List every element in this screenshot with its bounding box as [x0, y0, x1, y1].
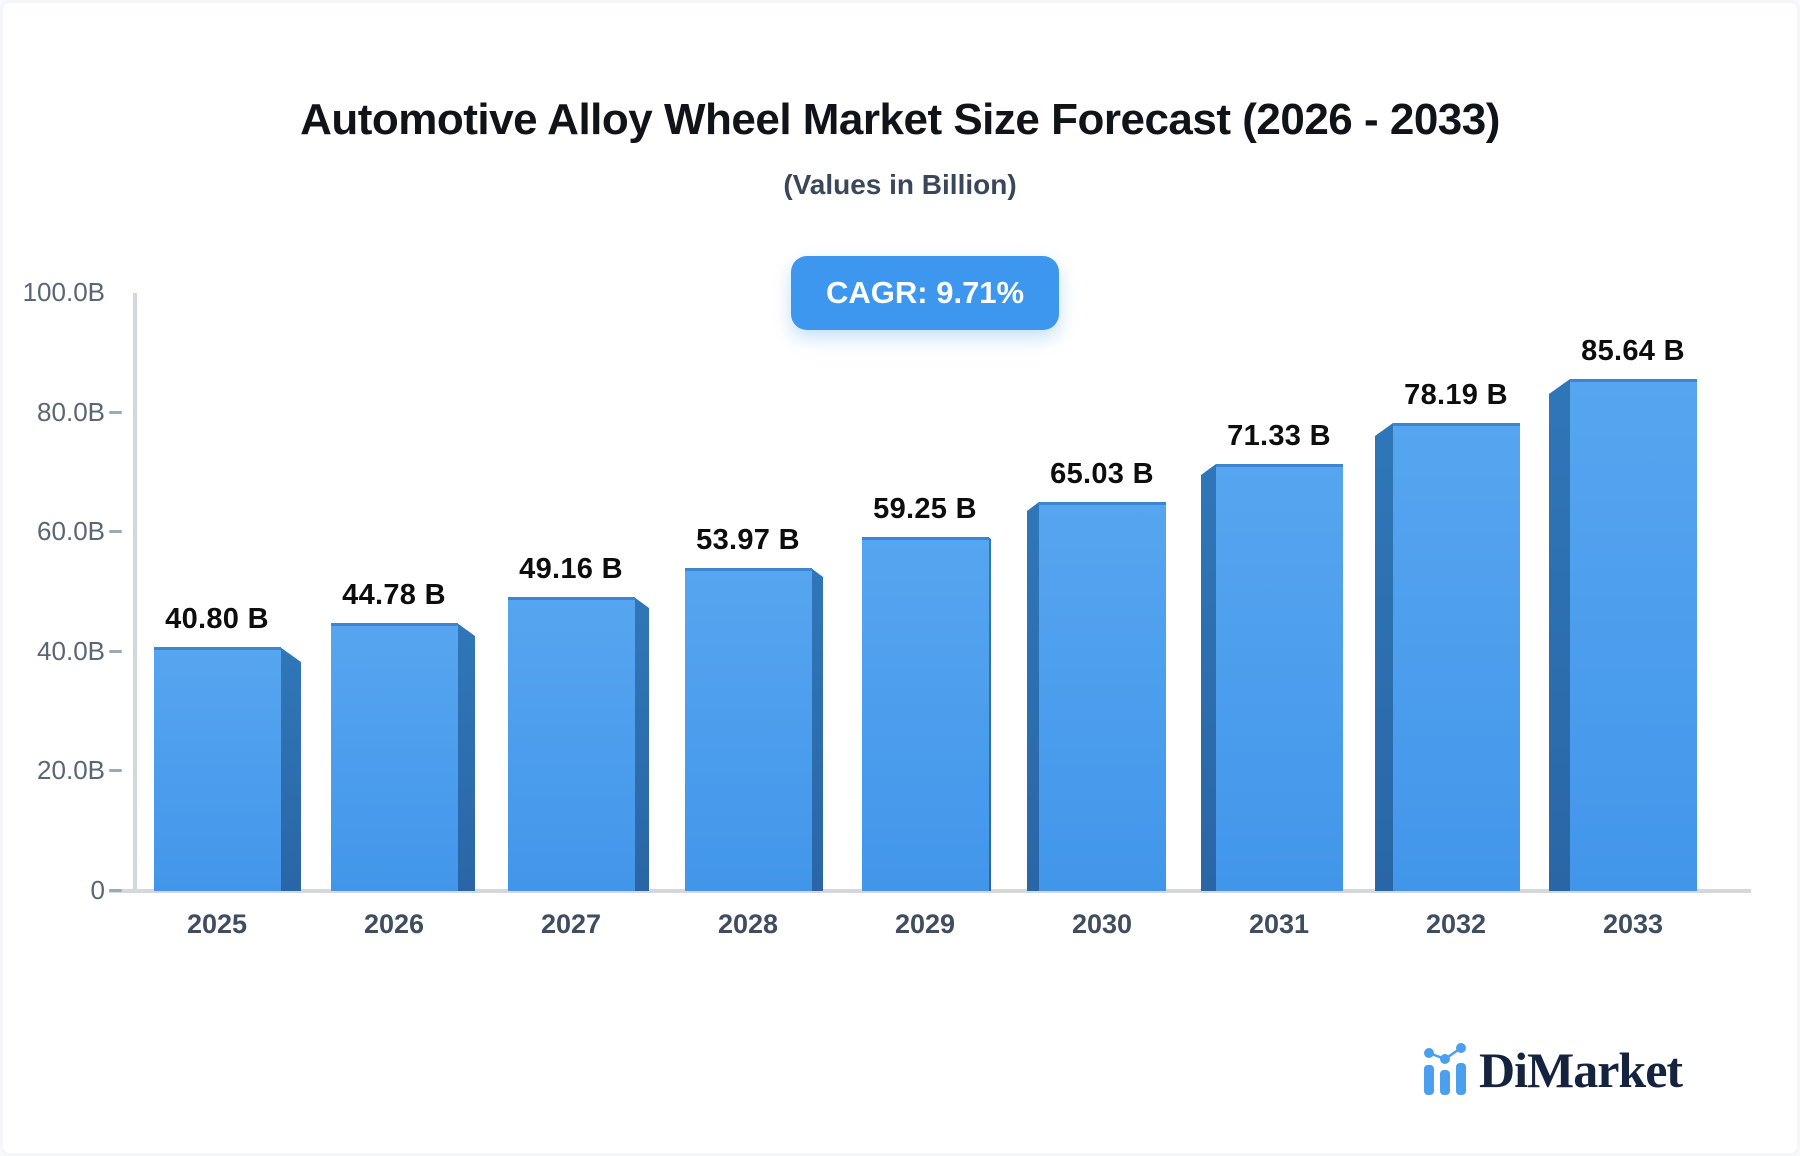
x-axis-label: 2028 [717, 909, 779, 939]
y-axis-tick [109, 410, 122, 414]
bar-value-label: 53.97 B [696, 524, 800, 556]
bar-chart: 0 20.0B 40.0B 60.0B 80.0B 100.0B 40.80 B 2025 44… [3, 3, 1797, 1153]
bar-side-2028 [811, 568, 823, 891]
bar-2033[interactable] [1570, 379, 1697, 891]
bar-side-2029 [988, 537, 991, 891]
y-axis-label: 20.0B [37, 755, 105, 786]
bar-value-label: 40.80 B [165, 603, 269, 635]
bar-value-label: 49.16 B [519, 553, 623, 585]
bar-side-2027 [634, 597, 649, 891]
y-axis-label: 60.0B [37, 516, 105, 547]
y-axis-tick [109, 530, 122, 534]
y-axis-label: 40.0B [37, 635, 105, 666]
x-axis-label: 2026 [363, 909, 425, 939]
dimarket-logo: DiMarket [1421, 1041, 1683, 1099]
bar-value-label: 65.03 B [1050, 458, 1154, 490]
x-axis-line [109, 889, 1751, 893]
y-axis-label: 0 [90, 875, 105, 905]
x-axis-label: 2029 [894, 909, 956, 939]
bar-2028[interactable] [685, 568, 812, 891]
y-axis-line [133, 293, 137, 891]
bar-value-label: 59.25 B [873, 493, 977, 525]
bar-value-label: 85.64 B [1581, 335, 1685, 367]
bar-side-2026 [457, 623, 475, 891]
bar-2026[interactable] [331, 623, 458, 891]
y-axis-tick [109, 889, 122, 892]
x-axis-label: 2033 [1602, 909, 1664, 939]
bar-2030[interactable] [1039, 502, 1166, 891]
y-axis-tick [109, 649, 122, 653]
x-axis-label: 2031 [1248, 909, 1310, 939]
chart-subtitle: (Values in Billion) [783, 169, 1017, 200]
y-axis-label: 80.0B [37, 396, 105, 427]
y-axis-tick [109, 769, 122, 773]
logo-text: DiMarket [1479, 1042, 1683, 1098]
y-axis-label: 100.0B [22, 277, 105, 307]
bar-2029[interactable] [862, 537, 989, 891]
x-axis-label: 2030 [1071, 909, 1133, 939]
x-axis-label: 2027 [540, 909, 602, 939]
x-axis-label: 2032 [1425, 909, 1487, 939]
bar-2031[interactable] [1216, 464, 1343, 891]
bar-side-2030 [1027, 502, 1039, 891]
bar-value-label: 78.19 B [1404, 379, 1508, 411]
cagr-badge: CAGR: 9.71% [791, 256, 1060, 330]
bar-value-label: 71.33 B [1227, 420, 1331, 452]
bar-2032[interactable] [1393, 423, 1520, 891]
x-axis-label: 2025 [186, 909, 248, 939]
bar-2027[interactable] [508, 597, 635, 891]
bar-side-2031 [1201, 464, 1216, 891]
bar-side-2032 [1375, 423, 1393, 891]
chart-title: Automotive Alloy Wheel Market Size Forec… [300, 95, 1500, 144]
bar-side-2025 [280, 647, 301, 891]
bar-value-label: 44.78 B [342, 579, 446, 611]
bar-chart-logo-icon [1424, 1043, 1466, 1095]
bar-2025[interactable] [154, 647, 281, 891]
bar-side-2033 [1549, 379, 1570, 891]
